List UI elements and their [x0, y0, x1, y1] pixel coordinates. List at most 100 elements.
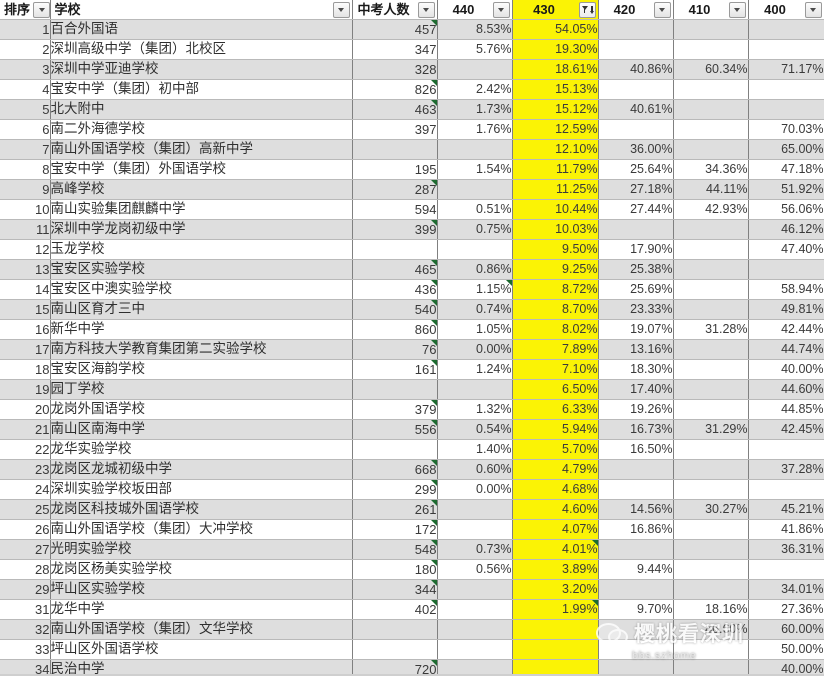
cell-p440[interactable]	[437, 239, 513, 260]
cell-rank[interactable]: 4	[0, 79, 51, 100]
cell-rank[interactable]: 21	[0, 419, 51, 440]
cell-school[interactable]: 南山外国语学校（集团）大冲学校	[50, 519, 353, 540]
cell-p410[interactable]: 34.36%	[673, 159, 749, 180]
table-row[interactable]: 28 龙岗区杨美实验学校 180 0.56% 3.89% 9.44%	[0, 559, 824, 580]
cell-count[interactable]: 556	[352, 419, 438, 440]
cell-p400[interactable]: 27.36%	[748, 599, 824, 620]
cell-p420[interactable]: 13.16%	[598, 339, 674, 360]
table-row[interactable]: 19 园丁学校 6.50% 17.40% 44.60%	[0, 379, 824, 400]
cell-p440[interactable]: 2.42%	[437, 79, 513, 100]
cell-count[interactable]: 344	[352, 579, 438, 600]
cell-school[interactable]: 园丁学校	[50, 379, 353, 400]
cell-p440[interactable]: 0.00%	[437, 339, 513, 360]
cell-p440[interactable]: 0.00%	[437, 479, 513, 500]
cell-p410[interactable]	[673, 559, 749, 580]
cell-p430[interactable]: 4.01%	[512, 539, 599, 560]
cell-p410[interactable]	[673, 339, 749, 360]
column-header-p410[interactable]: 410	[673, 0, 749, 20]
cell-rank[interactable]: 24	[0, 479, 51, 500]
cell-rank[interactable]: 7	[0, 139, 51, 160]
table-row[interactable]: 4 宝安中学（集团）初中部 826 2.42% 15.13%	[0, 79, 824, 100]
filter-dropdown-icon[interactable]	[653, 1, 671, 18]
cell-rank[interactable]: 34	[0, 659, 51, 676]
cell-p420[interactable]: 27.18%	[598, 179, 674, 200]
cell-p430[interactable]: 8.02%	[512, 319, 599, 340]
cell-p410[interactable]	[673, 659, 749, 676]
cell-school[interactable]: 宝安区实验学校	[50, 259, 353, 280]
table-row[interactable]: 16 新华中学 860 1.05% 8.02% 19.07% 31.28% 42.44%	[0, 319, 824, 340]
cell-p400[interactable]	[748, 559, 824, 580]
cell-p410[interactable]: 60.34%	[673, 59, 749, 80]
cell-p420[interactable]	[598, 119, 674, 140]
cell-count[interactable]: 76	[352, 339, 438, 360]
table-row[interactable]: 8 宝安中学（集团）外国语学校 195 1.54% 11.79% 25.64% 34.36%…	[0, 159, 824, 180]
cell-count[interactable]: 180	[352, 559, 438, 580]
cell-school[interactable]: 宝安中学（集团）初中部	[50, 79, 353, 100]
cell-school[interactable]: 玉龙学校	[50, 239, 353, 260]
filter-dropdown-icon[interactable]	[33, 1, 49, 18]
table-row[interactable]: 13 宝安区实验学校 465 0.86% 9.25% 25.38%	[0, 259, 824, 280]
cell-p430[interactable]: 4.07%	[512, 519, 599, 540]
cell-school[interactable]: 龙岗外国语学校	[50, 399, 353, 420]
cell-count[interactable]: 463	[352, 99, 438, 120]
cell-p410[interactable]	[673, 399, 749, 420]
cell-school[interactable]: 北大附中	[50, 99, 353, 120]
cell-rank[interactable]: 23	[0, 459, 51, 480]
table-row[interactable]: 31 龙华中学 402 1.99% 9.70% 18.16% 27.36%	[0, 599, 824, 620]
cell-p420[interactable]: 18.30%	[598, 359, 674, 380]
cell-p440[interactable]	[437, 499, 513, 520]
cell-school[interactable]: 深圳高级中学（集团）北校区	[50, 39, 353, 60]
table-row[interactable]: 27 光明实验学校 548 0.73% 4.01% 36.31%	[0, 539, 824, 560]
cell-school[interactable]: 百合外国语	[50, 19, 353, 40]
cell-rank[interactable]: 14	[0, 279, 51, 300]
cell-p400[interactable]: 45.21%	[748, 499, 824, 520]
cell-p400[interactable]	[748, 479, 824, 500]
cell-p430[interactable]: 19.30%	[512, 39, 599, 60]
cell-rank[interactable]: 29	[0, 579, 51, 600]
table-row[interactable]: 11 深圳中学龙岗初级中学 399 0.75% 10.03% 46.12%	[0, 219, 824, 240]
cell-rank[interactable]: 16	[0, 319, 51, 340]
cell-p410[interactable]	[673, 119, 749, 140]
cell-p410[interactable]	[673, 239, 749, 260]
cell-p410[interactable]: 18.16%	[673, 599, 749, 620]
cell-school[interactable]: 龙岗区龙城初级中学	[50, 459, 353, 480]
cell-p420[interactable]: 14.56%	[598, 499, 674, 520]
cell-count[interactable]: 328	[352, 59, 438, 80]
column-header-school[interactable]: 学校	[50, 0, 353, 20]
cell-school[interactable]: 坪山区外国语学校	[50, 639, 353, 660]
cell-p440[interactable]: 1.32%	[437, 399, 513, 420]
filter-sort-descending-icon[interactable]	[578, 1, 596, 18]
cell-school[interactable]: 深圳中学亚迪学校	[50, 59, 353, 80]
cell-school[interactable]: 南山外国语学校（集团）文华学校	[50, 619, 353, 640]
cell-p410[interactable]: 44.11%	[673, 179, 749, 200]
cell-p440[interactable]: 1.73%	[437, 99, 513, 120]
cell-count[interactable]: 261	[352, 499, 438, 520]
cell-p400[interactable]: 40.00%	[748, 659, 824, 676]
cell-p430[interactable]: 12.10%	[512, 139, 599, 160]
cell-school[interactable]: 南山实验集团麒麟中学	[50, 199, 353, 220]
table-row[interactable]: 9 高峰学校 287 11.25% 27.18% 44.11% 51.92%	[0, 179, 824, 200]
cell-school[interactable]: 南山区南海中学	[50, 419, 353, 440]
cell-p430[interactable]: 18.61%	[512, 59, 599, 80]
cell-count[interactable]: 540	[352, 299, 438, 320]
filter-dropdown-icon[interactable]	[804, 1, 822, 18]
cell-count[interactable]: 436	[352, 279, 438, 300]
cell-p430[interactable]: 10.03%	[512, 219, 599, 240]
cell-rank[interactable]: 1	[0, 19, 51, 40]
cell-school[interactable]: 高峰学校	[50, 179, 353, 200]
cell-p440[interactable]: 1.54%	[437, 159, 513, 180]
table-row[interactable]: 12 玉龙学校 9.50% 17.90% 47.40%	[0, 239, 824, 260]
cell-count[interactable]: 465	[352, 259, 438, 280]
cell-p430[interactable]: 8.72%	[512, 279, 599, 300]
cell-p410[interactable]	[673, 99, 749, 120]
cell-count[interactable]	[352, 639, 438, 660]
column-header-count[interactable]: 中考人数	[352, 0, 438, 20]
cell-p400[interactable]: 42.44%	[748, 319, 824, 340]
cell-p420[interactable]: 27.44%	[598, 199, 674, 220]
cell-school[interactable]: 宝安中学（集团）外国语学校	[50, 159, 353, 180]
cell-p430[interactable]	[512, 659, 599, 676]
table-row[interactable]: 29 坪山区实验学校 344 3.20% 34.01%	[0, 579, 824, 600]
cell-p440[interactable]: 0.56%	[437, 559, 513, 580]
cell-p410[interactable]	[673, 539, 749, 560]
cell-p430[interactable]: 10.44%	[512, 199, 599, 220]
